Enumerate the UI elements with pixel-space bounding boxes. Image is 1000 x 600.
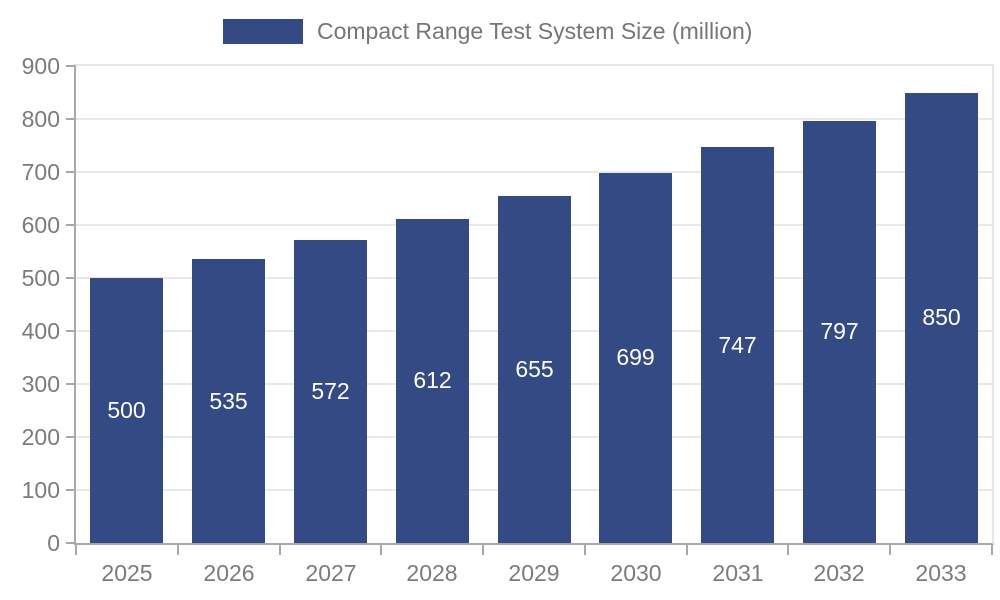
y-axis-tick [66,542,74,544]
y-axis-tick [66,330,74,332]
y-axis-label: 600 [21,212,60,238]
bar-value-label: 850 [922,304,961,331]
bar-value-label: 500 [107,397,146,423]
y-axis-tick [66,277,74,279]
y-axis-label: 800 [21,106,60,132]
x-axis-tick [889,545,891,555]
x-axis-label: 2029 [508,560,560,586]
x-axis-tick [75,545,77,555]
bar: 747 [701,147,774,543]
y-axis-label: 100 [21,477,60,503]
bar-value-label: 572 [311,377,350,404]
legend-swatch [223,19,303,44]
bar: 535 [192,259,265,543]
x-axis-label: 2033 [915,560,967,586]
bar-value-label: 612 [413,367,452,394]
bar: 797 [803,120,876,543]
x-axis-tick [482,545,484,555]
bar-value-label: 747 [718,331,757,358]
y-axis-label: 700 [21,159,60,185]
x-axis-label: 2026 [203,560,255,586]
x-axis-tick [177,545,179,555]
grid-line [76,171,992,173]
y-axis-label: 500 [21,265,60,291]
bar: 850 [905,92,978,543]
legend-item[interactable]: Compact Range Test System Size (million) [223,18,752,45]
y-axis-label: 200 [21,424,60,450]
x-axis-label: 2030 [610,560,662,586]
y-axis-tick [66,171,74,173]
y-axis-label: 300 [21,371,60,397]
x-axis-tick [584,545,586,555]
y-axis-label: 400 [21,318,60,344]
bar: 699 [599,172,672,543]
x-axis-tick [380,545,382,555]
x-axis-tick [686,545,688,555]
x-axis-label: 2028 [406,560,458,586]
bar-value-label: 797 [820,318,859,345]
x-axis-label: 2027 [305,560,357,586]
bar-value-label: 655 [515,355,554,382]
bar-value-label: 535 [209,387,248,414]
bar: 612 [396,218,469,543]
x-axis-label: 2032 [813,560,865,586]
y-axis-tick [66,436,74,438]
x-axis-tick [787,545,789,555]
plot-area: 0 100 200 300 400 500 600 700 800 900 500 535 572 612… [22,53,994,586]
y-axis-tick [66,118,74,120]
y-axis-tick [66,383,74,385]
y-axis-tick [66,224,74,226]
x-axis-tick [991,545,993,555]
bar: 655 [498,195,571,543]
y-axis-label: 900 [21,53,60,79]
x-axis-label: 2031 [712,560,764,586]
bar: 572 [294,239,367,543]
y-axis-label: 0 [47,530,60,556]
bar: 500 [90,278,163,543]
grid-line [76,118,992,120]
bar-value-label: 699 [616,344,655,371]
x-axis-label: 2025 [101,560,153,586]
y-axis-tick [66,489,74,491]
legend-label: Compact Range Test System Size (million) [317,18,753,44]
x-axis-tick [279,545,281,555]
y-axis-tick [66,65,74,67]
